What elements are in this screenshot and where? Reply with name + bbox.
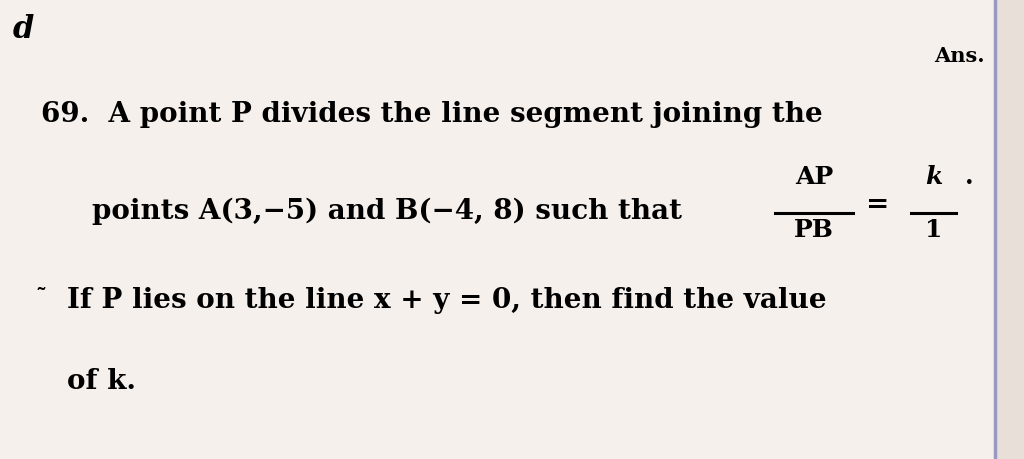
Text: AP: AP [795,164,834,188]
Text: Ans.: Ans. [935,46,985,66]
Text: 1: 1 [926,218,942,242]
Text: ˜: ˜ [36,287,47,309]
Text: of k.: of k. [67,367,135,394]
Text: d: d [12,14,34,45]
Text: If P lies on the line x + y = 0, then find the value: If P lies on the line x + y = 0, then fi… [67,287,826,314]
Text: =: = [866,191,889,218]
Text: points A(3,−5) and B(−4, 8) such that: points A(3,−5) and B(−4, 8) such that [92,197,682,224]
Text: k: k [926,164,942,188]
Text: PB: PB [795,218,834,242]
Text: .: . [965,164,973,188]
Text: 69.  A point P divides the line segment joining the: 69. A point P divides the line segment j… [41,101,822,128]
